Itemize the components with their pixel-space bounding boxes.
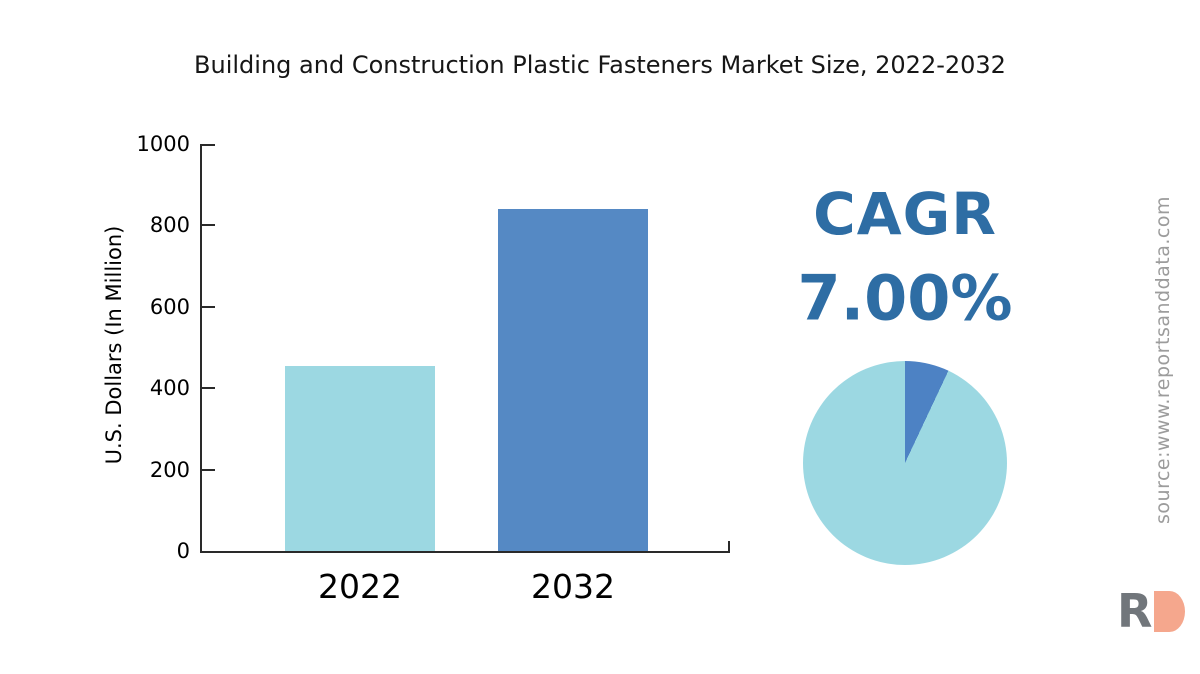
y-axis-label: U.S. Dollars (In Million) — [102, 225, 126, 465]
bar-2032 — [498, 209, 648, 551]
x-tick-label-2022: 2022 — [318, 567, 402, 606]
bar-chart-plot-area: U.S. Dollars (In Million) 1000 800 600 4… — [102, 132, 730, 606]
bar-2022 — [285, 365, 435, 551]
y-tick-mark-200 — [202, 469, 215, 471]
cagr-pie-chart — [803, 361, 1007, 565]
cagr-value: 7.00% — [797, 261, 1013, 335]
y-tick-mark-800 — [202, 224, 215, 226]
chart-title: Building and Construction Plastic Fasten… — [194, 51, 1006, 79]
y-tick-label-800: 800 — [149, 213, 190, 237]
logo-d-shape-icon — [1154, 590, 1186, 632]
y-tick-mark-400 — [202, 387, 215, 389]
y-tick-label-600: 600 — [149, 295, 190, 319]
x-tick-label-2032: 2032 — [531, 567, 615, 606]
cagr-label: CAGR — [813, 180, 997, 248]
logo-letter-r: R — [1117, 584, 1153, 638]
y-tick-label-1000: 1000 — [136, 132, 190, 156]
x-axis-end-tick — [728, 541, 730, 551]
y-tick-label-400: 400 — [149, 376, 190, 400]
y-tick-label-200: 200 — [149, 458, 190, 482]
source-attribution: source:www.reportsanddata.com — [1152, 196, 1174, 524]
brand-logo: R — [1117, 584, 1186, 638]
y-tick-mark-1000 — [202, 144, 215, 146]
y-tick-label-0: 0 — [176, 539, 190, 563]
y-tick-mark-600 — [202, 306, 215, 308]
